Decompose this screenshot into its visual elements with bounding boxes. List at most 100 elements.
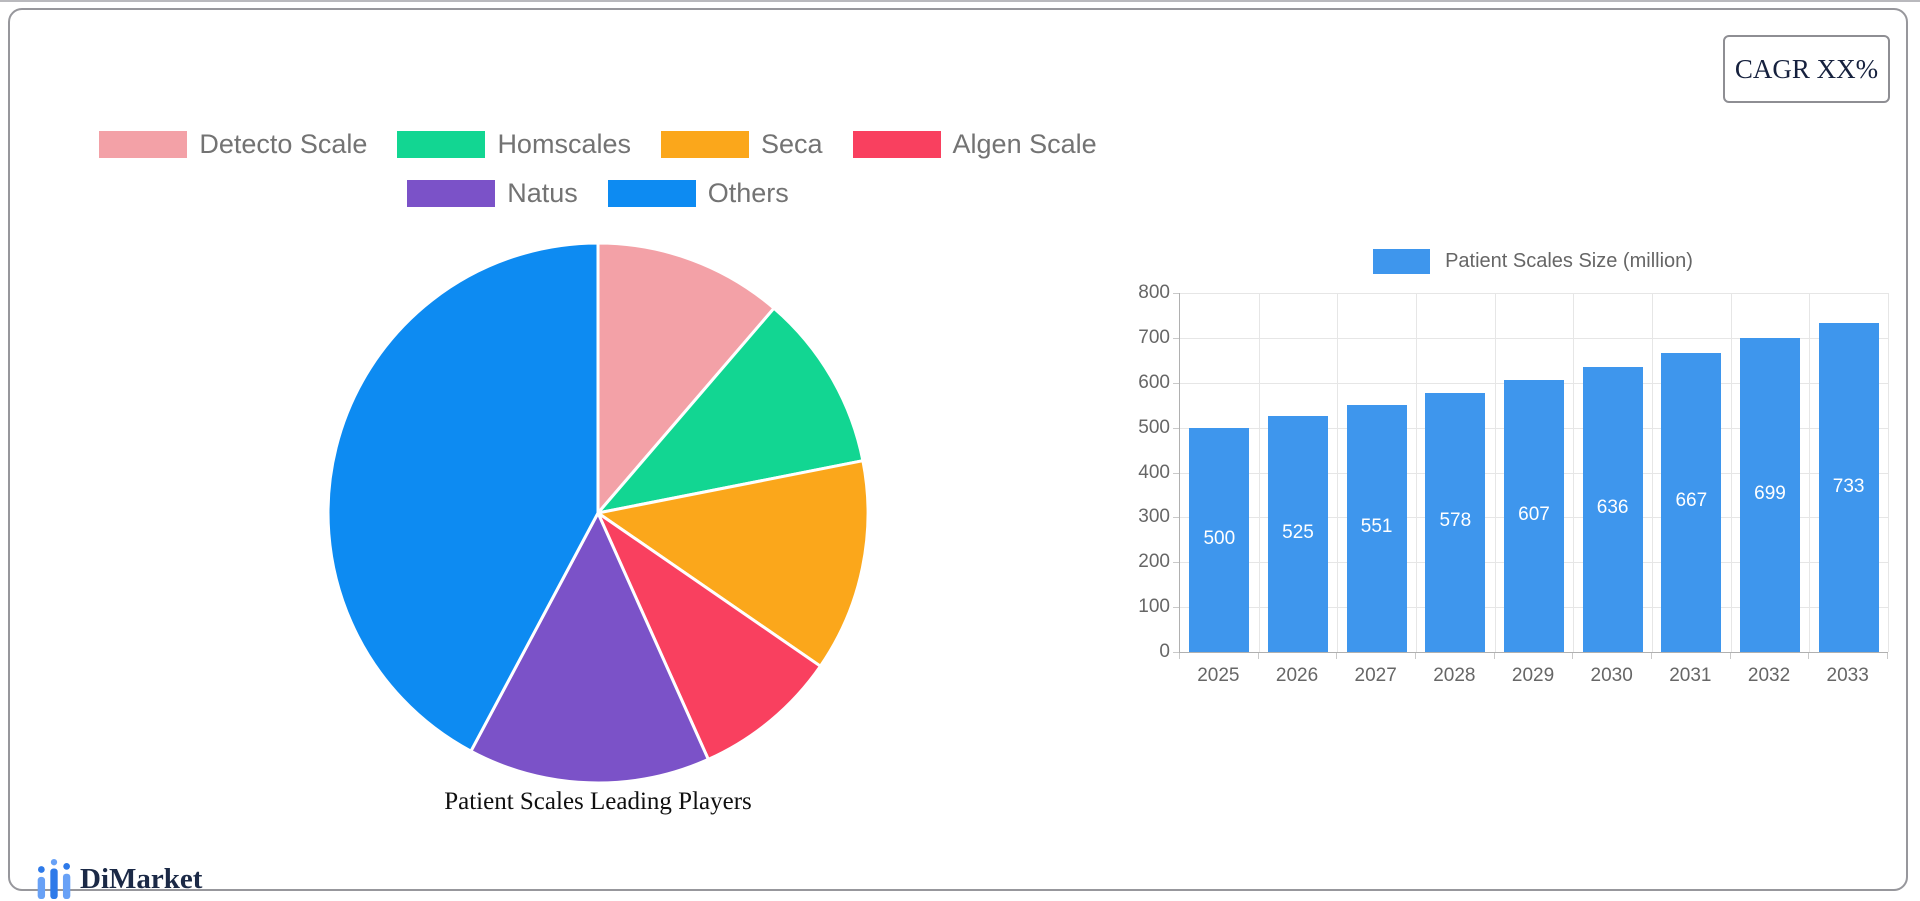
bar-legend-label: Patient Scales Size (million) xyxy=(1445,250,1693,272)
pie-slice-detecto-scale[interactable] xyxy=(596,241,776,515)
x-gridline xyxy=(1888,293,1889,652)
x-axis-tick-mark xyxy=(1336,653,1338,659)
x-axis-tick-mark xyxy=(1729,653,1731,659)
x-gridline xyxy=(1494,293,1496,652)
y-axis-tick-mark xyxy=(1173,517,1179,519)
bar-value-label: 551 xyxy=(1360,516,1393,538)
pie-legend-item-homscales[interactable]: Homscales xyxy=(397,130,631,158)
legend-swatch-icon xyxy=(852,130,941,158)
x-axis-tick-mark xyxy=(1651,653,1652,659)
bar-2030[interactable] xyxy=(1582,366,1643,652)
x-axis-tick-mark xyxy=(1572,653,1574,659)
bar-2033[interactable] xyxy=(1818,323,1879,652)
y-axis-tick-mark xyxy=(1173,562,1179,564)
y-axis-tick-label: 200 xyxy=(1138,551,1170,573)
x-axis-tick-mark xyxy=(1887,653,1888,659)
y-axis-tick-label: 800 xyxy=(1138,282,1170,303)
bar-value-label: 607 xyxy=(1518,503,1550,525)
dimarket-logo: DiMarket xyxy=(37,859,202,899)
x-axis-tick-mark xyxy=(1415,653,1416,659)
legend-swatch-icon xyxy=(407,179,496,207)
legend-label: Homscales xyxy=(497,129,631,159)
x-gridline xyxy=(1258,293,1260,652)
x-gridline xyxy=(1730,293,1732,652)
pie-slice-algen-scale[interactable] xyxy=(596,511,822,761)
x-axis-tick-mark xyxy=(1808,653,1810,659)
x-axis-tick-label: 2025 xyxy=(1197,665,1240,686)
bar-2026[interactable] xyxy=(1268,416,1328,652)
x-axis-tick-label: 2028 xyxy=(1433,665,1476,686)
bar-legend-item[interactable]: Patient Scales Size (million) xyxy=(1179,249,1887,274)
bar-chart-logo-icon xyxy=(37,859,71,899)
bar-plot-area: 500 525 551 578 607 636 667 699 733 xyxy=(1179,293,1889,653)
bar-2025[interactable] xyxy=(1189,427,1250,652)
bar-2031[interactable] xyxy=(1661,352,1722,652)
pie-slice-seca[interactable] xyxy=(596,459,870,668)
pie-legend-item-algen-scale[interactable]: Algen Scale xyxy=(852,129,1097,159)
y-axis-tick-mark xyxy=(1173,427,1179,429)
page-top-border xyxy=(0,0,1920,2)
y-axis-tick-label: 700 xyxy=(1138,326,1170,348)
y-axis-tick-label: 600 xyxy=(1138,371,1170,393)
legend-swatch-icon xyxy=(1373,249,1431,274)
bar-2028[interactable] xyxy=(1425,392,1486,652)
legend-label: Others xyxy=(707,178,789,208)
x-axis-tick-label: 2026 xyxy=(1275,665,1319,686)
x-axis-tick-label: 2033 xyxy=(1826,665,1869,686)
x-axis-tick-label: 2032 xyxy=(1747,665,1791,686)
pie-legend-item-seca[interactable]: Seca xyxy=(660,129,823,159)
x-axis-tick-label: 2030 xyxy=(1590,665,1633,686)
x-gridline xyxy=(1573,293,1575,652)
x-axis-tick-label: 2029 xyxy=(1511,665,1555,686)
pie-chart-svg xyxy=(326,241,870,785)
legend-swatch-icon xyxy=(397,130,486,158)
legend-swatch-icon xyxy=(99,130,188,158)
bar-value-label: 699 xyxy=(1754,483,1786,505)
x-axis-tick-mark xyxy=(1493,653,1495,659)
bar-value-label: 733 xyxy=(1832,475,1865,497)
bar-2032[interactable] xyxy=(1740,338,1800,652)
x-gridline xyxy=(1809,293,1811,652)
y-axis-tick-label: 100 xyxy=(1138,596,1170,618)
pie-chart-title: Patient Scales Leading Players xyxy=(444,788,752,815)
pie-slice-others[interactable] xyxy=(326,241,600,753)
bar-2027[interactable] xyxy=(1346,404,1407,652)
x-axis-tick-label: 2027 xyxy=(1354,665,1397,686)
x-axis-tick-mark xyxy=(1257,653,1259,659)
pie-slice-homscales[interactable] xyxy=(596,306,865,515)
pie-legend: Detecto Scale Homscales Seca Algen Scale Nat… xyxy=(50,130,1146,228)
bar-value-label: 578 xyxy=(1439,510,1472,532)
bar-value-label: 500 xyxy=(1203,527,1236,549)
x-axis-tick-mark xyxy=(1179,653,1180,659)
y-axis-tick-label: 500 xyxy=(1138,416,1170,438)
bar-2029[interactable] xyxy=(1504,379,1564,652)
pie-slice-natus[interactable] xyxy=(469,511,710,785)
y-axis-tick-mark xyxy=(1173,607,1179,609)
bar-value-label: 636 xyxy=(1596,497,1629,519)
report-card: CAGR XX% Detecto Scale Homscales Seca Algen… xyxy=(8,8,1908,899)
legend-label: Natus xyxy=(507,178,578,208)
x-gridline xyxy=(1416,293,1417,652)
y-axis-tick-mark xyxy=(1173,652,1179,653)
cagr-box: CAGR XX% xyxy=(1723,35,1890,103)
bar-value-label: 667 xyxy=(1675,490,1708,512)
x-axis-tick-label: 2031 xyxy=(1669,665,1712,686)
logo-text: DiMarket xyxy=(80,862,203,895)
x-gridline xyxy=(1337,293,1339,652)
pie-legend-item-others[interactable]: Others xyxy=(607,178,789,208)
y-axis-tick-mark xyxy=(1173,293,1179,294)
legend-label: Seca xyxy=(760,129,823,159)
legend-label: Detecto Scale xyxy=(199,129,368,159)
pie-legend-item-natus[interactable]: Natus xyxy=(407,179,578,207)
y-axis-tick-label: 300 xyxy=(1138,506,1170,528)
pie-chart xyxy=(310,225,886,801)
y-gridline xyxy=(1180,337,1888,339)
y-gridline xyxy=(1180,293,1888,294)
y-axis-tick-mark xyxy=(1173,337,1179,339)
pie-legend-item-detecto-scale[interactable]: Detecto Scale xyxy=(99,130,367,158)
legend-swatch-icon xyxy=(607,179,696,207)
legend-label: Algen Scale xyxy=(952,129,1097,159)
bar-value-label: 525 xyxy=(1282,522,1314,544)
y-axis-tick-label: 400 xyxy=(1138,461,1170,483)
